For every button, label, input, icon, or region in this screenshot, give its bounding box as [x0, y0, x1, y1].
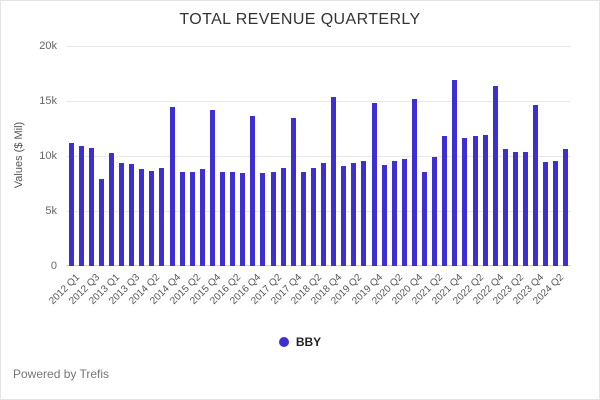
chart-title: TOTAL REVENUE QUARTERLY [179, 11, 421, 28]
bar[interactable] [432, 157, 438, 266]
bar[interactable] [482, 135, 488, 266]
gridline [66, 156, 571, 157]
bar[interactable] [119, 162, 125, 266]
plot-area [66, 46, 571, 266]
bar[interactable] [553, 160, 559, 266]
bar[interactable] [442, 135, 448, 266]
bar[interactable] [361, 160, 367, 266]
bar[interactable] [139, 169, 145, 266]
legend[interactable]: BBY [1, 335, 599, 349]
bar[interactable] [462, 137, 468, 266]
bar[interactable] [300, 172, 306, 266]
bar[interactable] [220, 171, 226, 266]
bar[interactable] [159, 168, 165, 266]
bar[interactable] [321, 163, 327, 266]
bar[interactable] [260, 173, 266, 266]
bar[interactable] [411, 98, 417, 266]
bar[interactable] [381, 165, 387, 266]
y-tick-label: 20k [39, 40, 57, 52]
bar[interactable] [331, 97, 337, 266]
bar[interactable] [209, 109, 215, 266]
bar[interactable] [88, 147, 94, 266]
legend-label: BBY [295, 335, 322, 349]
bar[interactable] [240, 173, 246, 266]
bar[interactable] [472, 135, 478, 266]
bar[interactable] [199, 168, 205, 266]
bar[interactable] [523, 152, 529, 266]
bar[interactable] [502, 148, 508, 266]
bar[interactable] [250, 116, 256, 266]
x-axis-line [66, 265, 571, 266]
legend-marker-icon [278, 337, 289, 347]
powered-by-text: Powered by Trefis [13, 367, 110, 381]
y-tick-label: 5k [45, 205, 57, 217]
bar[interactable] [391, 161, 397, 266]
bar[interactable] [290, 117, 296, 266]
bar[interactable] [98, 179, 104, 266]
bar[interactable] [492, 85, 498, 266]
bar[interactable] [149, 170, 155, 266]
bar[interactable] [280, 167, 286, 266]
bar[interactable] [169, 106, 175, 266]
bar[interactable] [78, 146, 84, 266]
bar[interactable] [351, 162, 357, 266]
bar[interactable] [401, 158, 407, 266]
bar[interactable] [270, 172, 276, 266]
gridline [66, 46, 571, 47]
bar[interactable] [452, 79, 458, 266]
bar[interactable] [129, 164, 135, 266]
bar[interactable] [68, 143, 74, 266]
gridline [66, 101, 571, 102]
bar[interactable] [371, 103, 377, 266]
bar[interactable] [230, 172, 236, 266]
bar[interactable] [179, 171, 185, 266]
bar[interactable] [341, 165, 347, 266]
bar[interactable] [543, 161, 549, 266]
y-axis-ticks: 0 5k 10k 15k 20k [1, 40, 57, 272]
bar[interactable] [422, 171, 428, 266]
bar[interactable] [512, 152, 518, 266]
bar[interactable] [310, 167, 316, 266]
bar[interactable] [108, 152, 114, 266]
gridline [66, 211, 571, 212]
y-tick-label: 15k [39, 95, 57, 107]
x-axis-ticks: 2012 Q1 2012 Q3 2013 Q1 2013 Q3 2014 Q2 2014 … [47, 272, 571, 334]
y-tick-label: 0 [50, 260, 57, 272]
bar[interactable] [189, 172, 195, 266]
bar[interactable] [563, 149, 569, 266]
y-tick-label: 10k [39, 150, 57, 162]
bar[interactable] [533, 104, 539, 266]
